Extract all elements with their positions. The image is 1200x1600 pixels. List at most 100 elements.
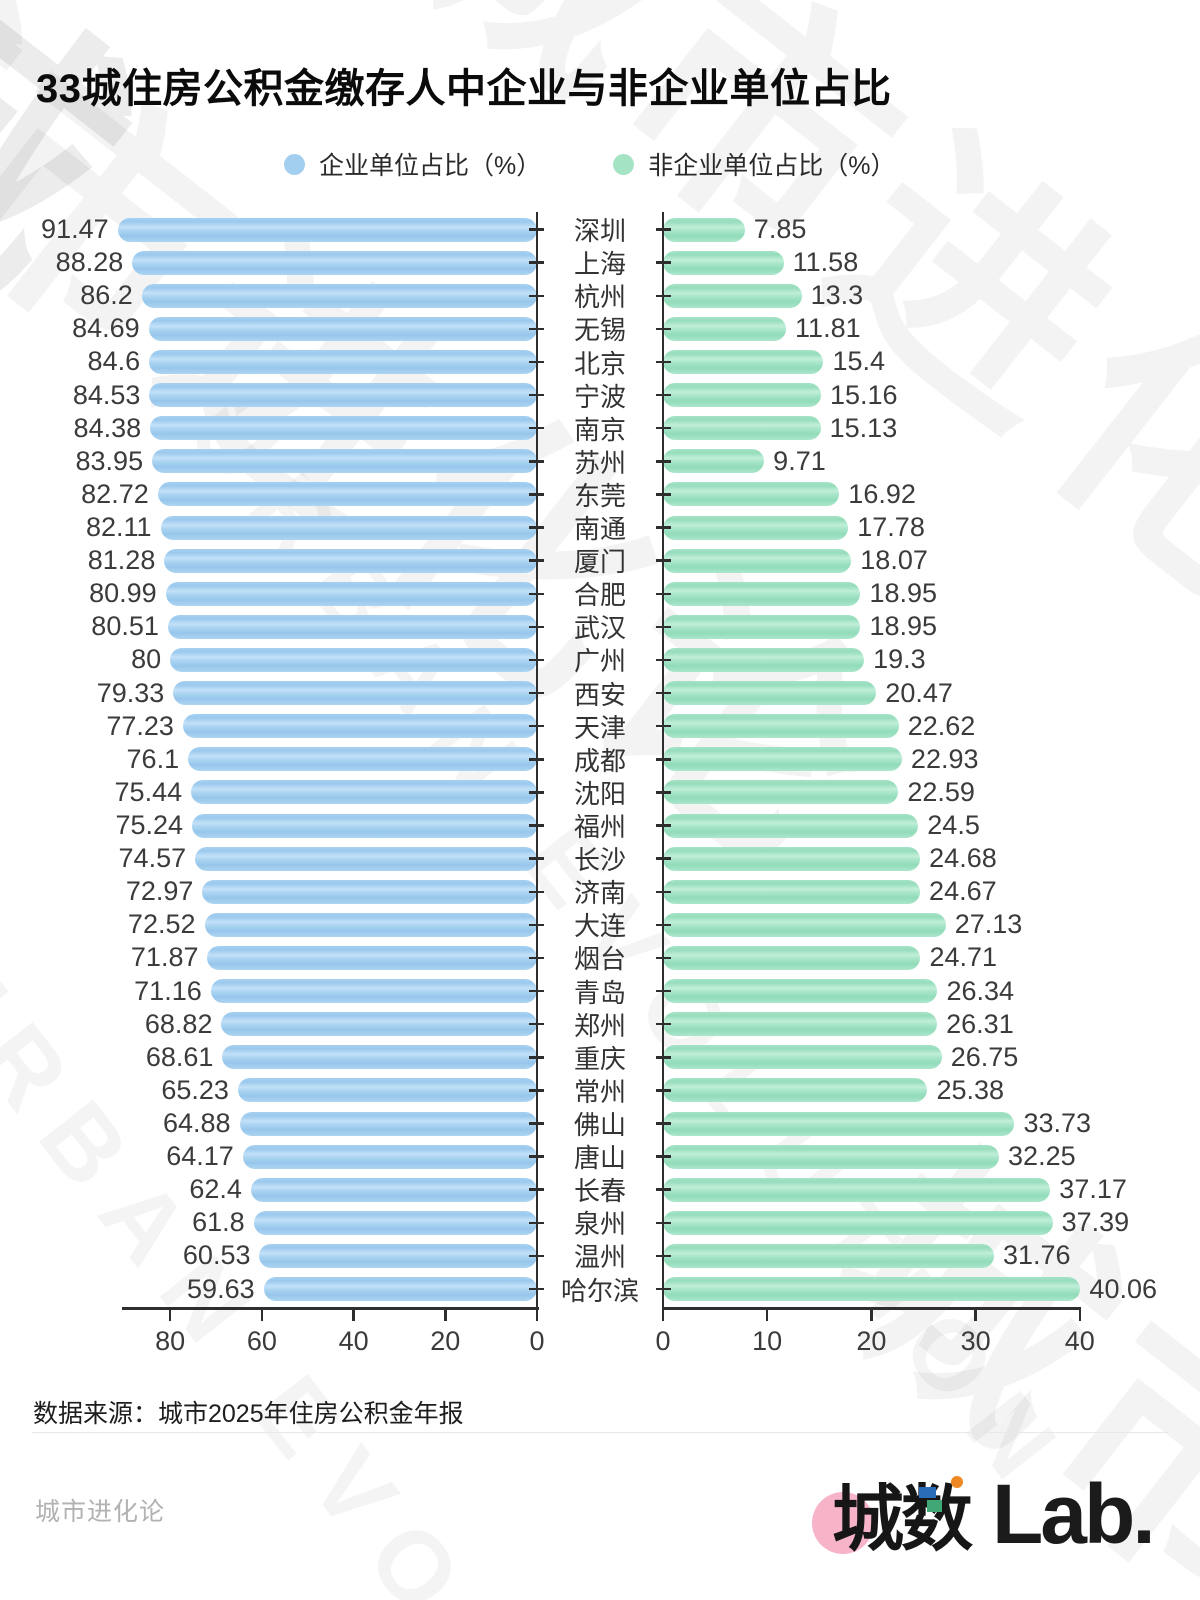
non-enterprise-value-label: 17.78 [857,512,925,543]
non-enterprise-value-label: 18.95 [869,611,938,642]
x-axis-tick-label: 40 [338,1326,369,1356]
enterprise-value-label: 64.88 [162,1108,231,1138]
non-enterprise-bar [663,1177,1051,1202]
enterprise-value-label: 82.11 [85,512,152,543]
non-enterprise-value-label: 16.92 [848,478,916,509]
enterprise-value-label: 68.61 [145,1041,214,1072]
non-enterprise-value-label: 26.31 [946,1008,1014,1039]
non-enterprise-bar [663,647,865,672]
non-enterprise-bar-zone: 20.47 [663,678,1200,709]
non-enterprise-bar [663,1012,938,1037]
non-enterprise-bar [663,714,899,739]
enterprise-value-label: 65.23 [161,1074,229,1105]
enterprise-bar-zone: 81.28 [0,545,537,576]
non-enterprise-bar-zone: 15.16 [663,380,1200,411]
enterprise-value-label: 82.72 [81,478,149,509]
enterprise-bar-zone: 71.87 [0,942,537,973]
non-enterprise-value-label: 24.5 [927,810,980,841]
city-label: 大连 [529,906,671,943]
non-enterprise-bar-zone: 27.13 [663,909,1200,940]
non-enterprise-value-label: 33.73 [1023,1108,1092,1138]
non-enterprise-bar-zone: 24.5 [663,810,1200,841]
enterprise-bar-zone: 72.97 [0,876,537,907]
chart-row: 79.33 西安 20.47 [0,677,1200,710]
city-label: 宁波 [529,377,671,414]
enterprise-bar [148,316,537,341]
non-enterprise-value-label: 18.95 [869,578,938,609]
chart-row: 72.97 济南 24.67 [0,875,1200,908]
city-label: 长沙 [529,840,671,877]
enterprise-value-label: 71.87 [130,942,199,973]
city-label: 南京 [529,410,671,447]
x-axis-tick [352,1308,355,1321]
city-label: 福州 [529,807,671,844]
legend-dot-non-enterprise-icon [613,153,635,175]
non-enterprise-bar-zone: 22.93 [663,744,1200,775]
chart-row: 76.1 成都 22.93 [0,743,1200,776]
enterprise-bar-zone: 88.28 [0,247,537,278]
legend-item-enterprise: 企业单位占比（%） [284,146,541,182]
non-enterprise-bar [663,548,852,573]
non-enterprise-bar [663,1045,942,1070]
x-axis-tick-label: 40 [1064,1326,1095,1356]
chart-row: 65.23 常州 25.38 [0,1074,1200,1107]
enterprise-bar [253,1210,537,1235]
non-enterprise-bar-zone: 18.95 [663,611,1200,642]
enterprise-value-label: 83.95 [75,445,144,476]
enterprise-value-label: 84.38 [73,412,142,443]
enterprise-bar-zone: 82.11 [0,512,537,543]
enterprise-bar [182,714,537,739]
non-enterprise-bar [663,217,745,242]
x-axis-tick [870,1308,873,1321]
non-enterprise-value-label: 15.13 [829,412,898,443]
page-title: 33城住房公积金缴存人中企业与非企业单位占比 [36,67,892,111]
non-enterprise-bar-zone: 18.07 [663,545,1200,576]
x-axis-tick [661,1308,665,1321]
city-label: 青岛 [529,973,671,1010]
enterprise-bar [221,1012,537,1037]
enterprise-value-label: 80 [131,644,162,675]
non-enterprise-value-label: 20.47 [885,677,953,708]
non-enterprise-bar-zone: 40.06 [663,1274,1200,1305]
city-label: 佛山 [529,1105,671,1142]
city-label: 成都 [529,741,671,778]
enterprise-bar [132,250,537,275]
city-label: 合肥 [529,575,671,612]
enterprise-bar-zone: 79.33 [0,678,537,709]
non-enterprise-value-label: 11.58 [792,247,859,278]
x-axis-tick [260,1308,264,1321]
enterprise-bar-zone: 64.88 [0,1108,537,1139]
enterprise-bar [167,614,537,639]
x-axis-tick [1078,1308,1082,1321]
enterprise-bar-zone: 72.52 [0,909,537,940]
enterprise-bar [259,1243,537,1268]
enterprise-bar [152,449,537,474]
enterprise-bar [188,747,537,772]
enterprise-bar-zone: 84.53 [0,380,537,411]
non-enterprise-value-label: 26.75 [950,1041,1019,1072]
city-label: 郑州 [529,1006,671,1043]
legend-item-non-enterprise: 非企业单位占比（%） [613,146,895,182]
x-axis-tick-label: 20 [856,1326,887,1356]
enterprise-bar-zone: 71.16 [0,976,537,1007]
chart-row: 88.28 上海 11.58 [0,246,1200,279]
city-label: 北京 [529,344,671,381]
non-enterprise-bar-zone: 13.3 [663,280,1200,311]
legend-label: 非企业单位占比（%） [648,152,896,180]
chart-row: 84.38 南京 15.13 [0,412,1200,445]
non-enterprise-bar [663,1111,1015,1136]
enterprise-bar-zone: 77.23 [0,711,537,742]
enterprise-bar [157,482,537,507]
enterprise-bar [204,912,537,937]
enterprise-value-label: 75.44 [114,776,183,807]
non-enterprise-bar-zone: 26.34 [663,976,1200,1007]
enterprise-bar-zone: 84.6 [0,346,537,377]
data-source-note: 数据来源：城市2025年住房公积金年报 [33,1400,464,1428]
enterprise-value-label: 59.63 [187,1273,255,1304]
non-enterprise-bar [663,449,765,474]
enterprise-bar-zone: 65.23 [0,1075,537,1106]
non-enterprise-value-label: 24.67 [929,876,997,907]
enterprise-bar-zone: 91.47 [0,214,537,245]
city-label: 哈尔滨 [529,1271,671,1308]
enterprise-bar-zone: 60.53 [0,1240,537,1271]
